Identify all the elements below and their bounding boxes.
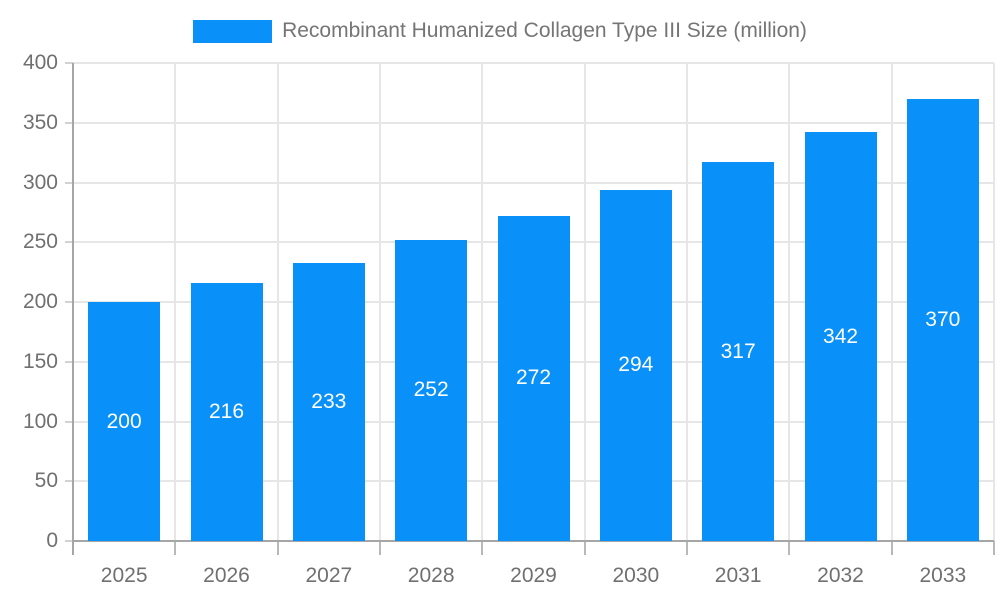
- bar[interactable]: [497, 215, 570, 541]
- y-axis-tick: [65, 420, 73, 423]
- bar[interactable]: [906, 98, 979, 541]
- x-axis-tick: [174, 541, 177, 555]
- bar-value-label: 233: [311, 389, 347, 413]
- gridline-horizontal: [73, 121, 994, 124]
- gridline-vertical: [276, 63, 279, 541]
- x-axis-tick: [993, 541, 995, 555]
- y-axis-label: 350: [22, 110, 58, 134]
- x-axis-tick: [583, 541, 586, 555]
- bar-value-label: 200: [106, 409, 142, 433]
- y-axis-label: 400: [22, 51, 58, 74]
- gridline-vertical: [993, 63, 995, 541]
- x-axis-label: 2028: [407, 564, 455, 587]
- x-axis-tick: [686, 541, 688, 555]
- x-axis-tick: [379, 541, 381, 555]
- gridline-vertical: [174, 63, 177, 541]
- gridline-horizontal: [73, 181, 994, 184]
- x-axis-tick: [481, 541, 484, 555]
- y-axis-tick: [65, 62, 73, 64]
- bar-value-label: 252: [413, 378, 449, 402]
- bar-value-label: 342: [822, 324, 859, 348]
- legend-swatch[interactable]: [193, 19, 273, 43]
- bar[interactable]: [804, 132, 877, 541]
- y-axis-line: [72, 63, 74, 555]
- gridline-vertical: [686, 63, 688, 541]
- y-axis-tick: [65, 241, 73, 244]
- x-axis-label: 2030: [612, 564, 660, 587]
- x-axis-tick: [788, 541, 791, 555]
- gridline-vertical: [379, 63, 381, 541]
- y-axis-tick: [65, 480, 73, 483]
- y-axis-tick: [65, 121, 73, 124]
- gridline-vertical: [481, 63, 484, 541]
- legend-label[interactable]: Recombinant Humanized Collagen Type III …: [282, 19, 807, 42]
- x-axis-label: 2026: [203, 564, 250, 587]
- bar[interactable]: [702, 162, 775, 541]
- y-axis-tick: [65, 360, 73, 363]
- y-axis-label: 300: [22, 170, 58, 194]
- bar-value-label: 294: [618, 353, 654, 377]
- bar-value-label: 272: [515, 366, 552, 390]
- y-axis-label: 150: [22, 349, 58, 373]
- gridline-horizontal: [73, 62, 994, 64]
- bar-value-label: 370: [925, 307, 961, 331]
- x-axis-line: [73, 540, 994, 542]
- y-axis-tick: [65, 181, 73, 184]
- y-axis-label: 250: [22, 230, 58, 254]
- bar[interactable]: [599, 189, 672, 541]
- x-axis-label: 2031: [714, 564, 762, 587]
- bar-value-label: 317: [720, 339, 756, 363]
- x-axis-tick: [890, 541, 893, 555]
- y-axis-label: 0: [46, 529, 58, 552]
- bar[interactable]: [292, 262, 365, 541]
- x-axis-tick: [276, 541, 279, 555]
- y-axis-label: 50: [34, 469, 58, 493]
- gridline-vertical: [890, 63, 893, 541]
- x-axis-label: 2029: [510, 564, 557, 587]
- bar[interactable]: [395, 239, 468, 541]
- y-axis-label: 100: [22, 409, 58, 433]
- x-axis-label: 2032: [817, 564, 864, 587]
- x-axis-label: 2027: [305, 564, 353, 587]
- y-axis-tick: [65, 301, 73, 303]
- bar-value-label: 216: [208, 399, 245, 423]
- gridline-vertical: [583, 63, 586, 541]
- gridline-vertical: [788, 63, 791, 541]
- x-axis-label: 2025: [100, 564, 148, 587]
- bar[interactable]: [88, 302, 161, 541]
- bar[interactable]: [190, 282, 263, 541]
- x-axis-label: 2033: [919, 564, 967, 587]
- y-axis-tick: [65, 540, 73, 542]
- y-axis-label: 200: [22, 290, 58, 313]
- legend[interactable]: Recombinant Humanized Collagen Type III …: [0, 18, 1000, 44]
